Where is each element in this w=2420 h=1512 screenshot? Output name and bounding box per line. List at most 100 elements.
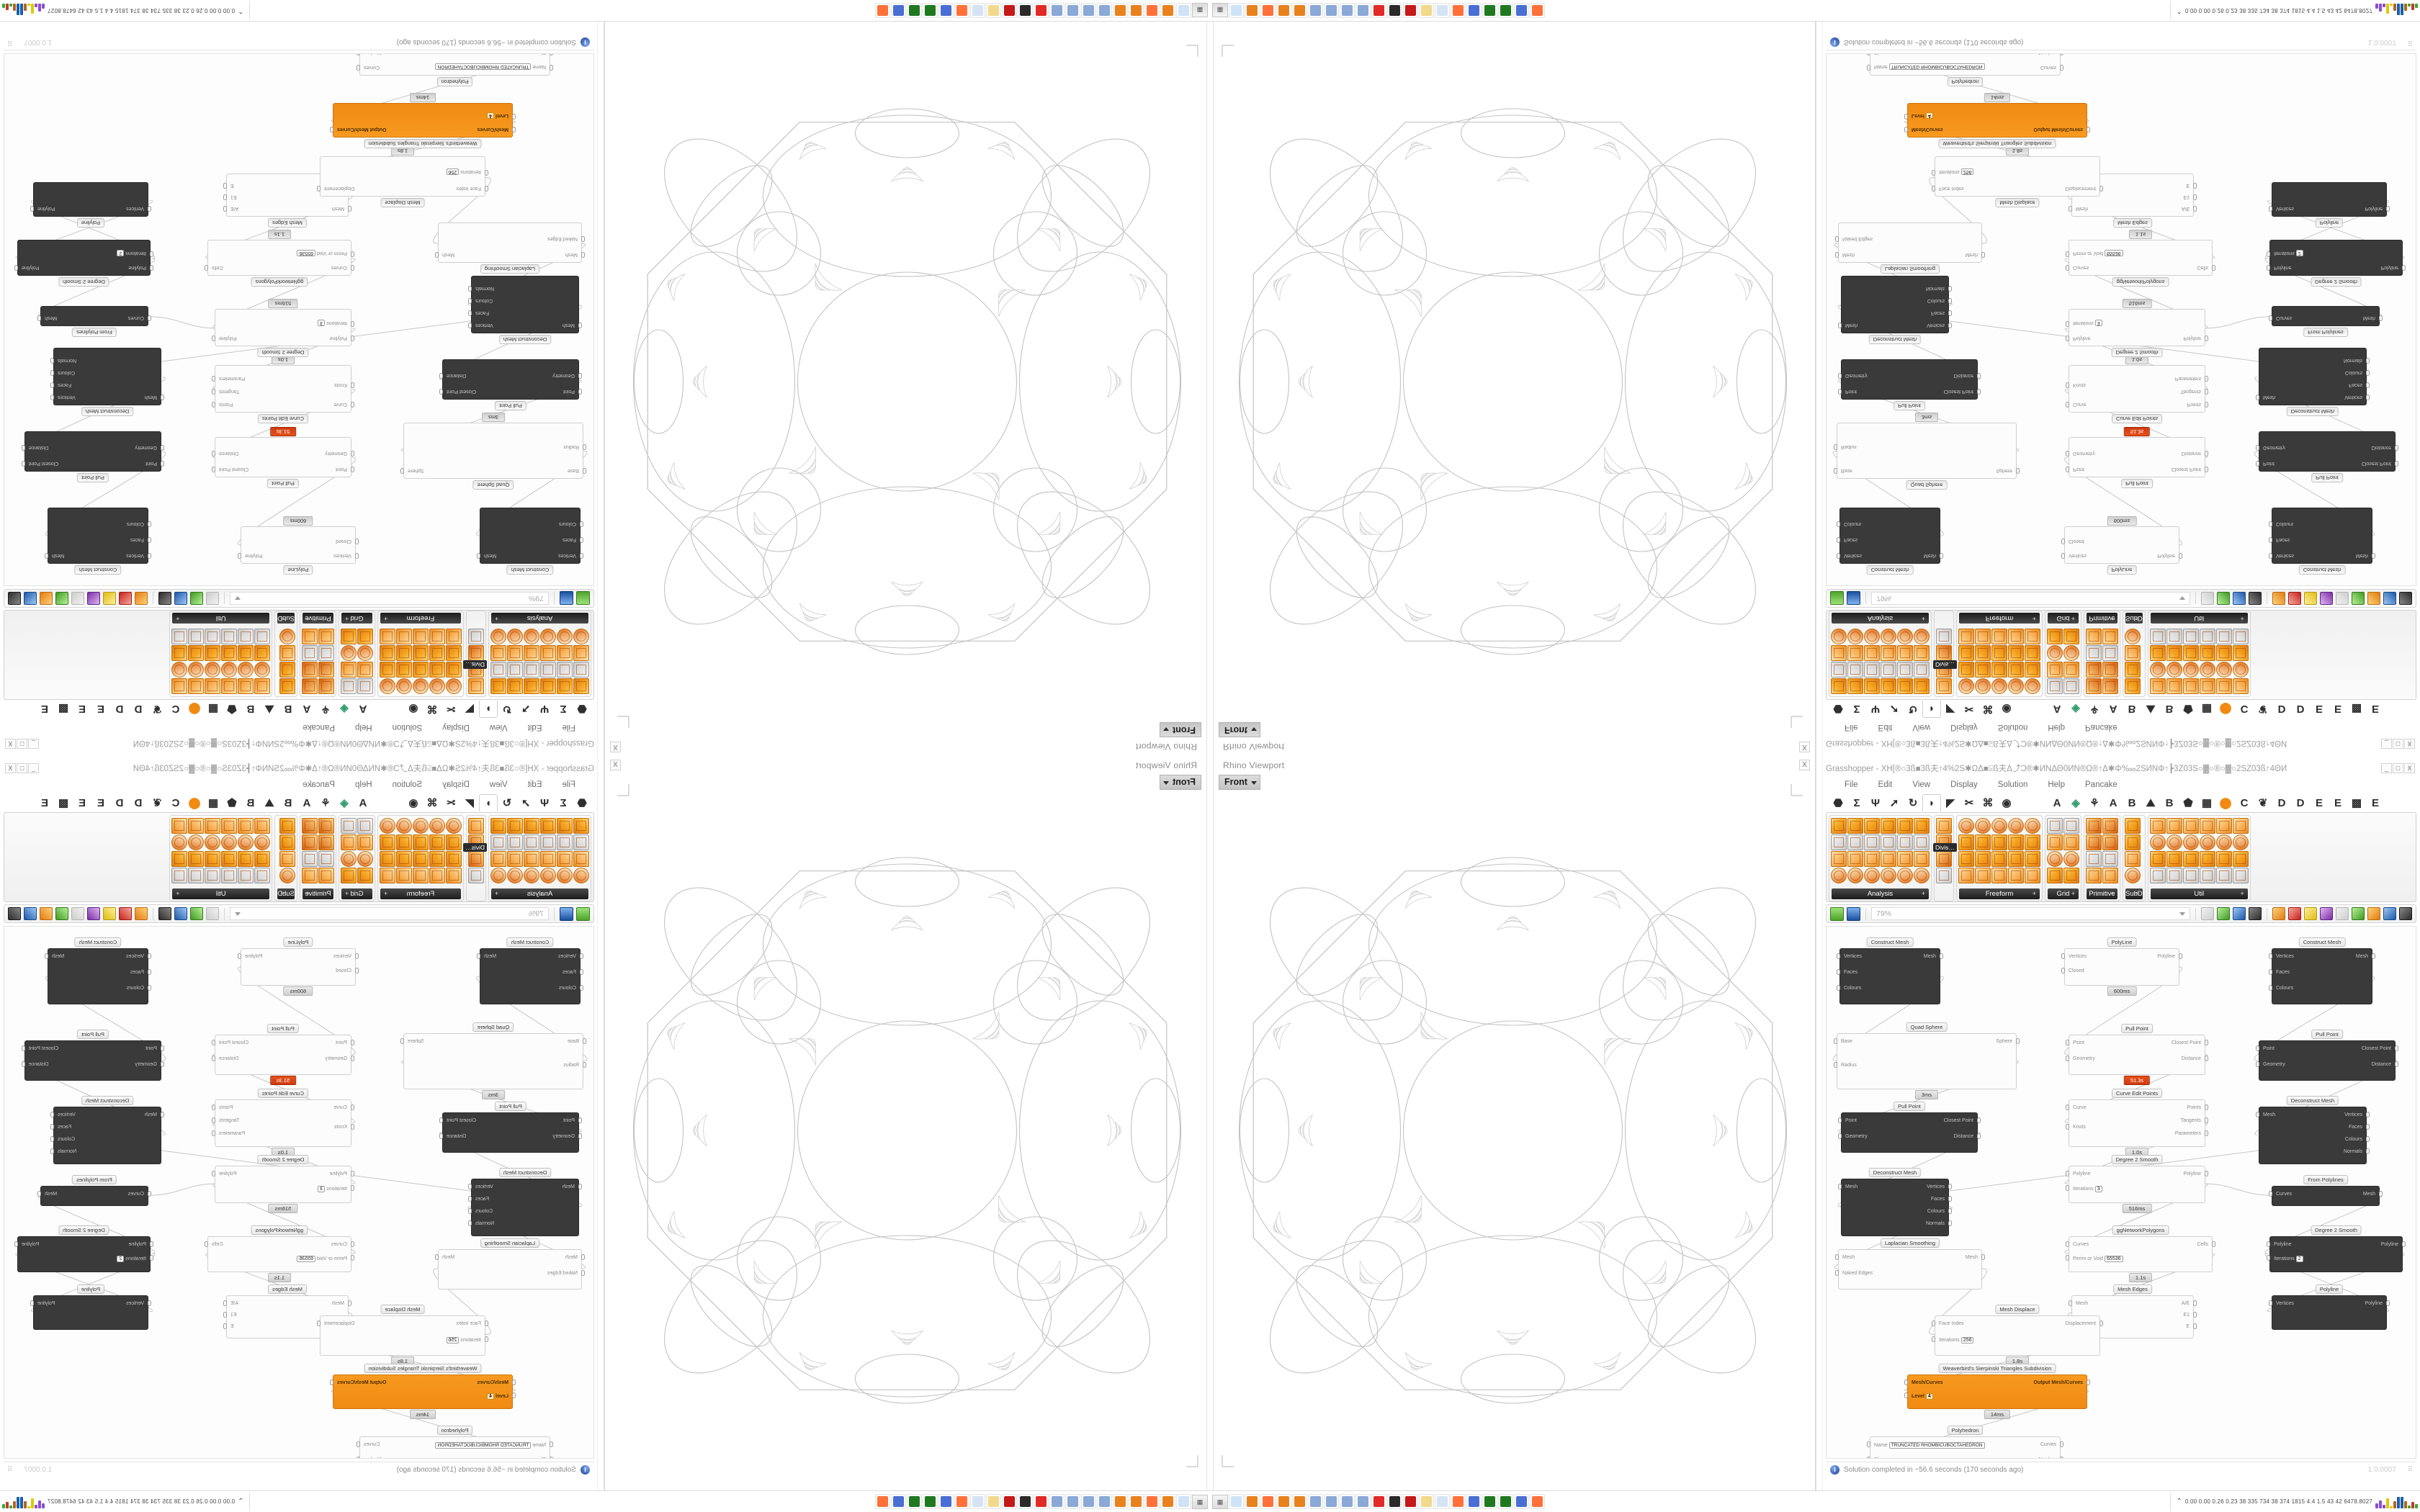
palette-icon-4[interactable] [1355, 3, 1371, 18]
component-icon[interactable] [279, 851, 295, 867]
gh-node-construct-mesh-1[interactable]: Construct Mesh Vertices Faces Colours Mesh [477, 508, 583, 575]
component-icon[interactable] [2215, 834, 2232, 850]
component-icon[interactable] [429, 678, 445, 694]
gh-node-construct-mesh-2[interactable]: Construct Mesh Vertices Faces Colours Mesh [2269, 937, 2375, 1004]
component-icon[interactable] [1864, 629, 1880, 644]
component-icon[interactable] [1936, 868, 1952, 883]
component-icon[interactable] [2063, 645, 2079, 661]
component-icon[interactable] [507, 834, 523, 850]
surface-icon[interactable]: ◗ [1922, 794, 1941, 811]
input-port-nub[interactable] [2066, 1040, 2069, 1045]
panel-expand-icon[interactable]: + [281, 890, 285, 897]
component-icon[interactable] [1991, 662, 2007, 678]
component-icon[interactable] [2199, 662, 2215, 678]
gh-node-curve-edit-points-1[interactable]: Curve Edit Points Curve Knots Points Tangent… [2066, 355, 2208, 423]
input-port-nub[interactable] [1867, 1441, 1870, 1447]
addon-d-icon[interactable]: D [2277, 796, 2286, 809]
zoom-level-dropdown[interactable]: 79% [230, 592, 549, 605]
node-body[interactable] [2069, 1236, 2213, 1272]
input-port-nub[interactable] [2066, 336, 2069, 341]
component-icon[interactable] [1897, 662, 1913, 678]
component-icon[interactable] [2008, 818, 2024, 834]
input-port-nub[interactable] [161, 1045, 164, 1051]
notepad-icon[interactable] [1229, 3, 1244, 18]
gh-node-polyline-1[interactable]: PolyLine Vertices Closed Polyline 600ms [2061, 516, 2182, 575]
output-port-nub[interactable] [22, 1045, 25, 1051]
vector-icon[interactable]: ➚ [521, 703, 531, 715]
panel-expand-icon[interactable]: + [2071, 890, 2075, 897]
component-icon[interactable] [1958, 868, 1974, 883]
display-icon[interactable]: ◉ [408, 797, 418, 809]
gh-node-weaverbird-sierpinski-1[interactable]: Weaverbird's Sierpinski Triangles Subdiv… [330, 1364, 516, 1419]
node-input-value[interactable]: 65536 [297, 1256, 315, 1262]
component-icon[interactable] [2047, 868, 2063, 883]
component-icon[interactable] [2199, 851, 2215, 867]
component-icon[interactable] [1831, 629, 1847, 644]
node-input-value[interactable]: 256 [1960, 168, 1974, 175]
input-port-nub[interactable] [2269, 1191, 2272, 1197]
component-icon[interactable] [396, 662, 412, 678]
firefox-icon-1[interactable] [1260, 3, 1276, 18]
component-icon[interactable] [1897, 629, 1913, 644]
close-button[interactable]: X [2404, 763, 2415, 773]
output-port-nub[interactable] [2193, 183, 2197, 189]
input-port-nub[interactable] [1904, 1392, 1908, 1398]
input-port-nub[interactable] [161, 1061, 164, 1067]
menu-item-display[interactable]: Display [1950, 723, 1978, 732]
addon-b2-icon[interactable]: B [2165, 703, 2174, 716]
component-icon[interactable] [2232, 678, 2249, 694]
addon-e3-icon[interactable]: E [2371, 796, 2379, 809]
input-port-nub[interactable] [2066, 402, 2069, 408]
scribble-icon[interactable] [2383, 592, 2396, 605]
maximize-button[interactable]: □ [2393, 763, 2403, 773]
panel-title[interactable]: Analysis + [491, 613, 588, 624]
save-icon-2[interactable] [1514, 1494, 1529, 1509]
output-port-nub[interactable] [468, 1184, 472, 1189]
firefox-icon-3[interactable] [875, 3, 890, 18]
output-port-nub[interactable] [22, 1061, 25, 1067]
component-icon[interactable] [490, 834, 506, 850]
output-port-nub[interactable] [2193, 194, 2197, 200]
component-icon[interactable] [357, 645, 373, 661]
node-body[interactable] [1841, 1179, 1949, 1236]
component-icon[interactable] [2232, 851, 2249, 867]
remote-panel-icon[interactable] [2352, 592, 2365, 605]
component-icon[interactable] [188, 678, 205, 694]
output-port-nub[interactable] [50, 1112, 54, 1117]
component-icon[interactable] [2063, 868, 2079, 883]
output-port-nub[interactable] [468, 1220, 472, 1226]
component-icon[interactable] [1831, 851, 1847, 867]
input-port-nub[interactable] [1932, 1320, 1935, 1326]
input-port-nub[interactable] [355, 953, 359, 959]
output-port-nub[interactable] [330, 1380, 333, 1385]
component-icon[interactable] [490, 662, 506, 678]
component-icon[interactable] [524, 678, 539, 694]
component-icon[interactable] [1975, 868, 1991, 883]
remote-panel-icon[interactable] [2352, 907, 2365, 920]
output-port-nub[interactable] [2060, 1457, 2063, 1458]
addon-a2-icon[interactable]: A [302, 796, 311, 809]
component-icon[interactable] [357, 851, 373, 867]
component-icon[interactable] [1914, 645, 1930, 661]
palette-icon-4[interactable] [1049, 3, 1065, 18]
component-icon[interactable] [357, 868, 373, 883]
component-icon[interactable] [279, 645, 295, 661]
component-icon[interactable] [205, 868, 221, 883]
firefox-icon-2[interactable] [1451, 1494, 1466, 1509]
output-port-nub[interactable] [1977, 389, 1981, 395]
sets-icon[interactable]: Ψ [539, 796, 550, 809]
menu-item-solution[interactable]: Solution [392, 780, 423, 789]
gh-node-laplacian-smoothing-1[interactable]: Laplacian Smoothing Mesh Naked Edges Mesh [1835, 1238, 1985, 1290]
save-disk-icon[interactable] [560, 906, 573, 921]
node-input-value[interactable]: 65536 [297, 250, 315, 256]
component-icon[interactable] [1881, 834, 1896, 850]
component-icon[interactable] [557, 851, 573, 867]
output-port-nub[interactable] [468, 1208, 472, 1214]
component-icon[interactable] [2125, 851, 2141, 867]
input-port-nub[interactable] [581, 236, 585, 242]
addon-grid-icon[interactable]: ▦ [2201, 797, 2213, 809]
close-button[interactable]: X [5, 763, 16, 773]
input-port-nub[interactable] [580, 969, 583, 975]
